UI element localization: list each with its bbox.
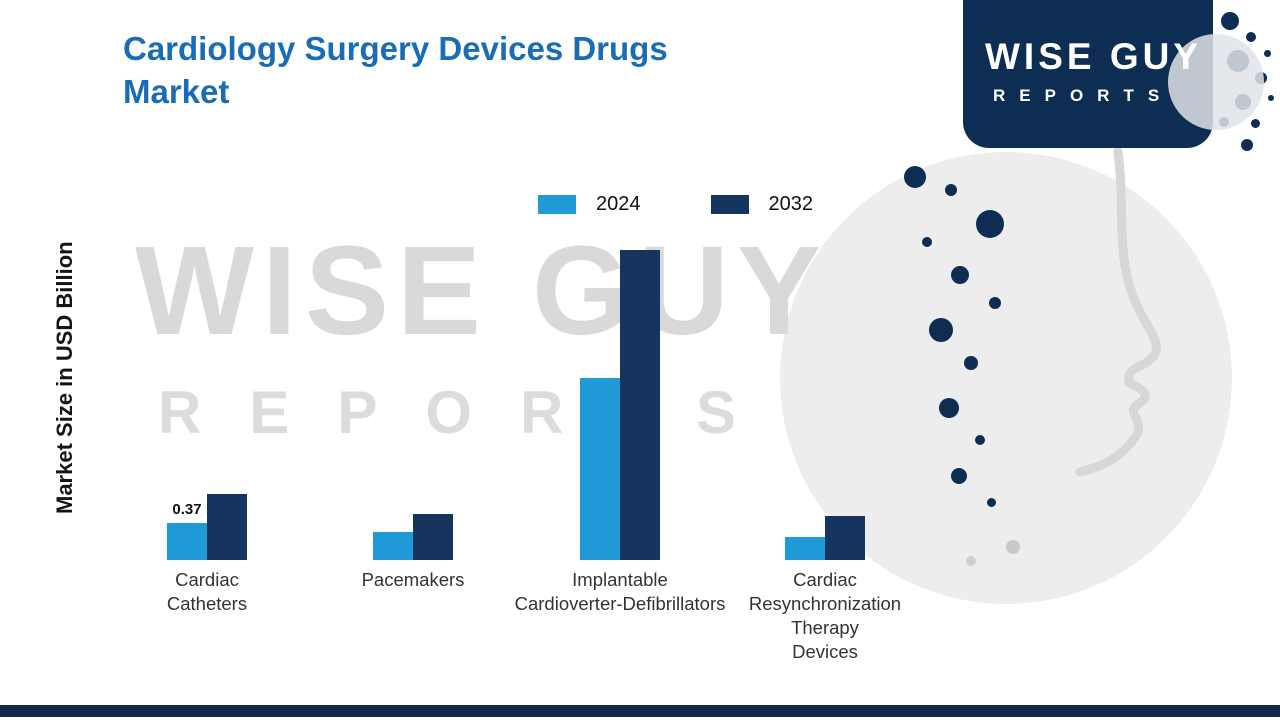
legend-swatch-2024 [538, 195, 576, 214]
brand-logo: WISE GUY REPORTS [963, 0, 1264, 148]
decor-dot [1006, 540, 1020, 554]
decor-dot [964, 356, 978, 370]
bar-value-label: 0.37 [172, 501, 202, 518]
logo-text-line2: REPORTS [993, 86, 1174, 105]
decor-dot [1221, 12, 1239, 30]
category-label-1: Cardiac Catheters [166, 569, 248, 615]
decor-dot [951, 468, 967, 484]
logo-head-shape [1168, 34, 1264, 130]
decor-dot [1241, 139, 1253, 151]
decor-dot [1264, 50, 1271, 57]
category-label-2: Pacemakers [361, 569, 465, 590]
decor-dot [1246, 32, 1256, 42]
decor-dot [1268, 95, 1274, 101]
decor-dot [939, 398, 959, 418]
legend: 2024 2032 [538, 193, 817, 216]
legend-label-2032: 2032 [768, 193, 814, 215]
watermark-line1: WISE GUY [135, 220, 830, 361]
decor-dot [987, 498, 996, 507]
logo-text-line1: WISE GUY [985, 36, 1203, 77]
bar-2032-category-3 [620, 250, 660, 560]
bar-2024-category-3 [580, 378, 620, 560]
bar-2032-category-1 [207, 494, 247, 560]
decor-dot [1251, 119, 1260, 128]
category-label-4: Cardiac Resynchronization Therapy Devices [748, 569, 902, 663]
legend-swatch-2032 [710, 195, 749, 214]
category-label-3: Implantable Cardioverter-Defibrillators [514, 569, 726, 615]
bar-2024-category-1 [167, 523, 207, 560]
decor-dot [976, 210, 1004, 238]
footer-strip [0, 705, 1280, 717]
decor-dot [989, 297, 1001, 309]
bar-2032-category-4 [825, 516, 865, 560]
decor-dot [951, 266, 969, 284]
decor-dot [975, 435, 985, 445]
decor-dot [945, 184, 957, 196]
decor-dot [966, 556, 976, 566]
legend-label-2024: 2024 [596, 193, 641, 215]
bar-2024-category-2 [373, 532, 413, 560]
bar-2032-category-2 [413, 514, 453, 560]
decor-dot [929, 318, 953, 342]
decor-dot [904, 166, 926, 188]
decor-dot [922, 237, 932, 247]
chart-title: Cardiology Surgery Devices Drugs Market [123, 30, 668, 110]
bar-2024-category-4 [785, 537, 825, 560]
